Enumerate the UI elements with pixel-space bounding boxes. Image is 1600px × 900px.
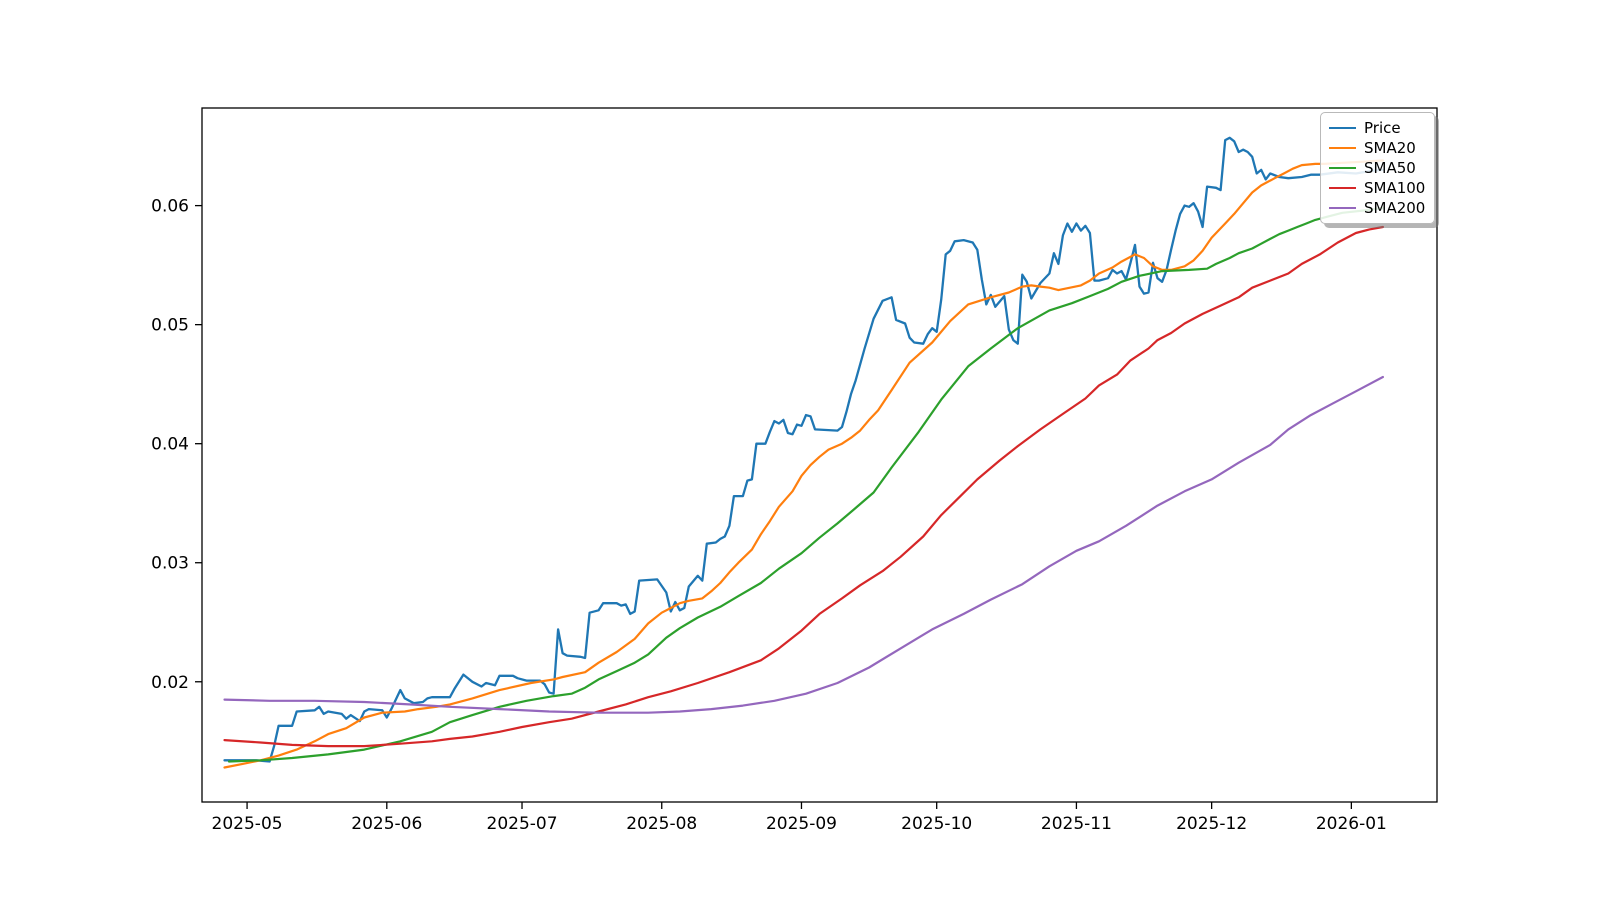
legend-label: SMA200 bbox=[1364, 199, 1426, 217]
series-line-sma20 bbox=[223, 159, 1385, 769]
legend-item-price: Price bbox=[1329, 118, 1425, 138]
legend: Price SMA20 SMA50 SMA100 SMA200 bbox=[1320, 112, 1436, 224]
y-tick-label: 0.06 bbox=[151, 197, 189, 217]
x-tick-label: 2025-08 bbox=[626, 814, 697, 834]
legend-label: SMA50 bbox=[1364, 159, 1416, 177]
x-tick-label: 2025-10 bbox=[901, 814, 972, 834]
legend-item-sma200: SMA200 bbox=[1329, 198, 1425, 218]
x-tick-label: 2025-09 bbox=[766, 814, 837, 834]
x-tick-label: 2025-07 bbox=[487, 814, 558, 834]
legend-line-sample-price bbox=[1329, 127, 1356, 129]
x-tick-label: 2025-11 bbox=[1041, 814, 1112, 834]
x-tick-label: 2025-12 bbox=[1176, 814, 1247, 834]
series-line-sma50 bbox=[227, 206, 1385, 763]
legend-label: Price bbox=[1364, 119, 1401, 137]
axes-spines bbox=[201, 107, 1438, 803]
y-tick-label: 0.03 bbox=[151, 554, 189, 574]
series-line-price bbox=[223, 136, 1385, 763]
legend-line-sample-sma200 bbox=[1329, 207, 1356, 209]
legend-line-sample-sma20 bbox=[1329, 147, 1356, 149]
legend-item-sma20: SMA20 bbox=[1329, 138, 1425, 158]
legend-item-sma100: SMA100 bbox=[1329, 178, 1425, 198]
series-group bbox=[223, 136, 1385, 769]
legend-label: SMA20 bbox=[1364, 139, 1416, 157]
x-tick-label: 2026-01 bbox=[1316, 814, 1387, 834]
legend-label: SMA100 bbox=[1364, 179, 1426, 197]
series-line-sma200 bbox=[223, 375, 1385, 714]
y-tick-label: 0.05 bbox=[151, 316, 189, 336]
legend-line-sample-sma100 bbox=[1329, 187, 1356, 189]
legend-line-sample-sma50 bbox=[1329, 167, 1356, 169]
series-line-sma100 bbox=[223, 225, 1385, 748]
x-tick-label: 2025-06 bbox=[351, 814, 422, 834]
x-tick-label: 2025-05 bbox=[212, 814, 283, 834]
legend-item-sma50: SMA50 bbox=[1329, 158, 1425, 178]
y-tick-label: 0.02 bbox=[151, 673, 189, 693]
y-tick-label: 0.04 bbox=[151, 435, 189, 455]
